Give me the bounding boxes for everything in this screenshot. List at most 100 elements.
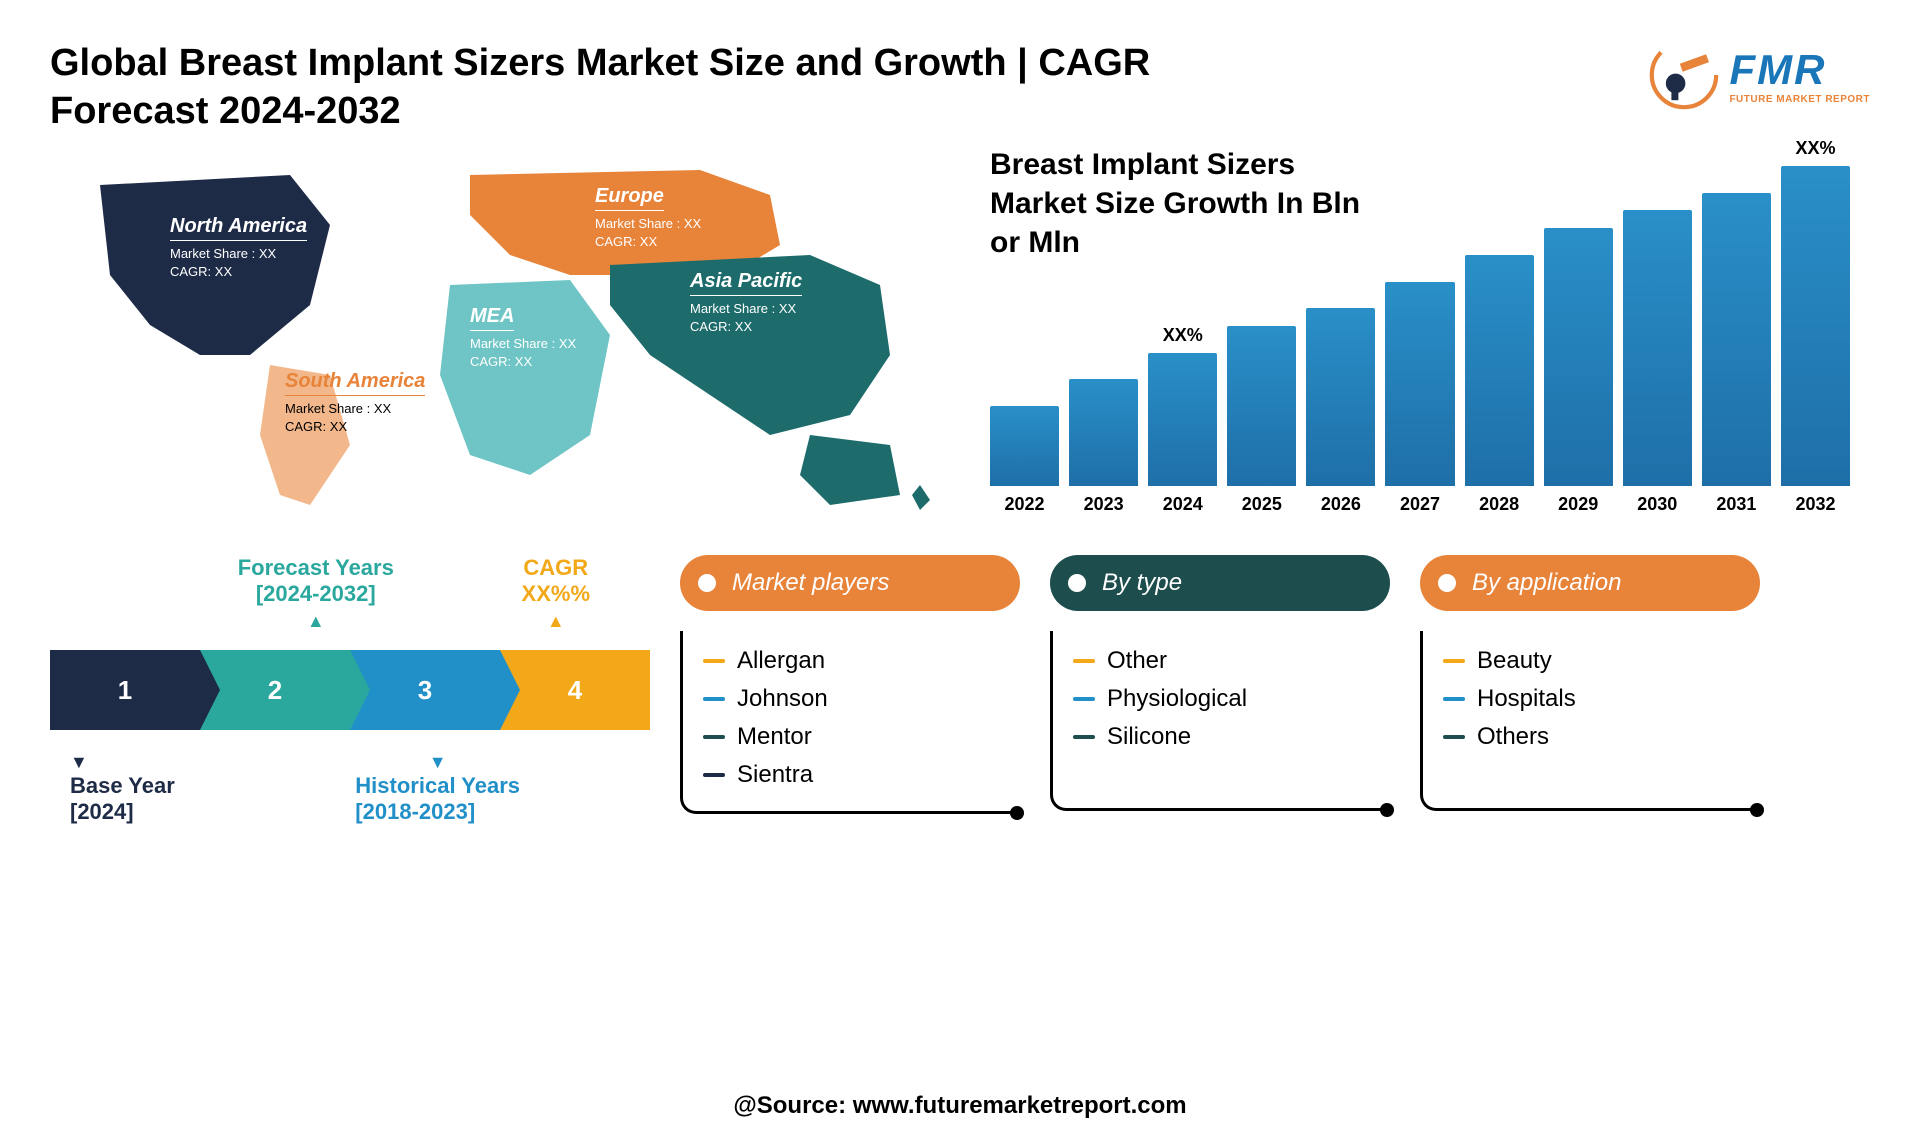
bar-x-label: 2027 (1400, 494, 1440, 515)
region-asia-pacific: Asia Pacific Market Share : XX CAGR: XX (690, 270, 802, 336)
timeline-forecast-label: Forecast Years [2024-2032] ▲ (238, 555, 394, 632)
dot-icon (698, 574, 716, 592)
card-item-label: Beauty (1477, 647, 1552, 675)
card-item: Johnson (703, 685, 1010, 713)
card-by-application: By application BeautyHospitalsOthers (1420, 555, 1760, 811)
region-mea: MEA Market Share : XX CAGR: XX (470, 305, 576, 371)
timeline-bar: 1 2 3 4 (50, 650, 650, 730)
brand-logo: FMR FUTURE MARKET REPORT (1649, 40, 1870, 110)
region-cagr: CAGR: XX (170, 263, 307, 281)
card-item-label: Hospitals (1477, 685, 1576, 713)
bar (1623, 210, 1692, 486)
logo-text: FMR (1729, 46, 1870, 94)
card-item: Sientra (703, 761, 1010, 789)
bar-annotation: XX% (1795, 138, 1835, 159)
region-europe: Europe Market Share : XX CAGR: XX (595, 185, 701, 251)
dot-icon (1068, 574, 1086, 592)
tick-icon (703, 697, 725, 701)
timeline-cagr-label: CAGR XX%% ▲ (522, 555, 590, 632)
card-body: Allergan Johnson Mentor Sientra (680, 631, 1020, 814)
region-share: Market Share : XX (690, 300, 802, 318)
card-header: By type (1050, 555, 1390, 611)
tick-icon (1073, 697, 1095, 701)
bar-col: 2029 (1544, 228, 1613, 515)
region-cagr: CAGR: XX (690, 318, 802, 336)
timeline-historical-label: ▼ Historical Years [2018-2023] (355, 748, 520, 825)
bar-col: 2022 (990, 406, 1059, 515)
region-share: Market Share : XX (285, 400, 425, 418)
bar-x-label: 2032 (1795, 494, 1835, 515)
region-north-america: North America Market Share : XX CAGR: XX (170, 215, 307, 281)
card-market-players: Market players Allergan Johnson Mentor Sien… (680, 555, 1020, 814)
bar (1306, 308, 1375, 486)
telescope-icon (1649, 40, 1719, 110)
card-by-type: By type Other Physiological Silicone (1050, 555, 1390, 811)
timeline-section: Forecast Years [2024-2032] ▲ CAGR XX%% ▲… (50, 555, 650, 825)
card-item: Mentor (703, 723, 1010, 751)
region-share: Market Share : XX (595, 215, 701, 233)
bar (1702, 193, 1771, 486)
bar (1069, 379, 1138, 486)
card-item: Other (1073, 647, 1380, 675)
bar-col: 2025 (1227, 326, 1296, 515)
bar-col: 2030 (1623, 210, 1692, 515)
card-item: Silicone (1073, 723, 1380, 751)
bar-x-label: 2030 (1637, 494, 1677, 515)
card-item: Hospitals (1443, 685, 1750, 713)
bar-col: 2028 (1465, 255, 1534, 515)
world-map: North America Market Share : XX CAGR: XX… (50, 155, 950, 515)
tick-icon (1443, 735, 1465, 739)
tick-icon (1443, 659, 1465, 663)
tick-icon (1443, 697, 1465, 701)
bar (1544, 228, 1613, 486)
bar-chart: 2022 2023 XX%2024 2025 2026 2027 2028 2029 2030 2… (990, 155, 1850, 515)
bar-x-label: 2031 (1716, 494, 1756, 515)
bar-x-label: 2022 (1005, 494, 1045, 515)
region-cagr: CAGR: XX (470, 353, 576, 371)
region-south-america: South America Market Share : XX CAGR: XX (285, 370, 425, 436)
bar (1148, 353, 1217, 486)
tick-icon (703, 773, 725, 777)
timeline-base-year-label: ▼ Base Year [2024] (70, 748, 175, 825)
bar-x-label: 2023 (1084, 494, 1124, 515)
bar (1465, 255, 1534, 486)
bar (990, 406, 1059, 486)
timeline-seg-1: 1 (50, 650, 200, 730)
bar-x-label: 2025 (1242, 494, 1282, 515)
bar-chart-section: Breast Implant Sizers Market Size Growth… (990, 155, 1870, 515)
card-item: Allergan (703, 647, 1010, 675)
bar (1385, 282, 1454, 486)
card-item-label: Other (1107, 647, 1167, 675)
triangle-up-icon: ▲ (238, 611, 394, 632)
region-share: Market Share : XX (170, 245, 307, 263)
region-name: MEA (470, 305, 514, 331)
bar (1227, 326, 1296, 486)
triangle-up-icon: ▲ (522, 611, 590, 632)
bar-col: 2026 (1306, 308, 1375, 515)
tick-icon (1073, 659, 1095, 663)
card-header: By application (1420, 555, 1760, 611)
tick-icon (1073, 735, 1095, 739)
card-body: BeautyHospitalsOthers (1420, 631, 1760, 811)
bar-x-label: 2029 (1558, 494, 1598, 515)
card-item-label: Johnson (737, 685, 828, 713)
bar-x-label: 2024 (1163, 494, 1203, 515)
card-item: Physiological (1073, 685, 1380, 713)
header: Global Breast Implant Sizers Market Size… (50, 40, 1870, 135)
card-header: Market players (680, 555, 1020, 611)
card-body: Other Physiological Silicone (1050, 631, 1390, 811)
card-item-label: Physiological (1107, 685, 1247, 713)
source-text: @Source: www.futuremarketreport.com (0, 1092, 1920, 1120)
region-share: Market Share : XX (470, 335, 576, 353)
bar-col: 2031 (1702, 193, 1771, 515)
triangle-down-icon: ▼ (70, 752, 175, 773)
region-cagr: CAGR: XX (285, 418, 425, 436)
bar-col: XX%2024 (1148, 353, 1217, 515)
bar (1781, 166, 1850, 486)
tick-icon (703, 659, 725, 663)
logo-subtitle: FUTURE MARKET REPORT (1729, 94, 1870, 105)
bar-x-label: 2028 (1479, 494, 1519, 515)
region-name: North America (170, 215, 307, 241)
page-title: Global Breast Implant Sizers Market Size… (50, 40, 1300, 135)
triangle-down-icon: ▼ (355, 752, 520, 773)
